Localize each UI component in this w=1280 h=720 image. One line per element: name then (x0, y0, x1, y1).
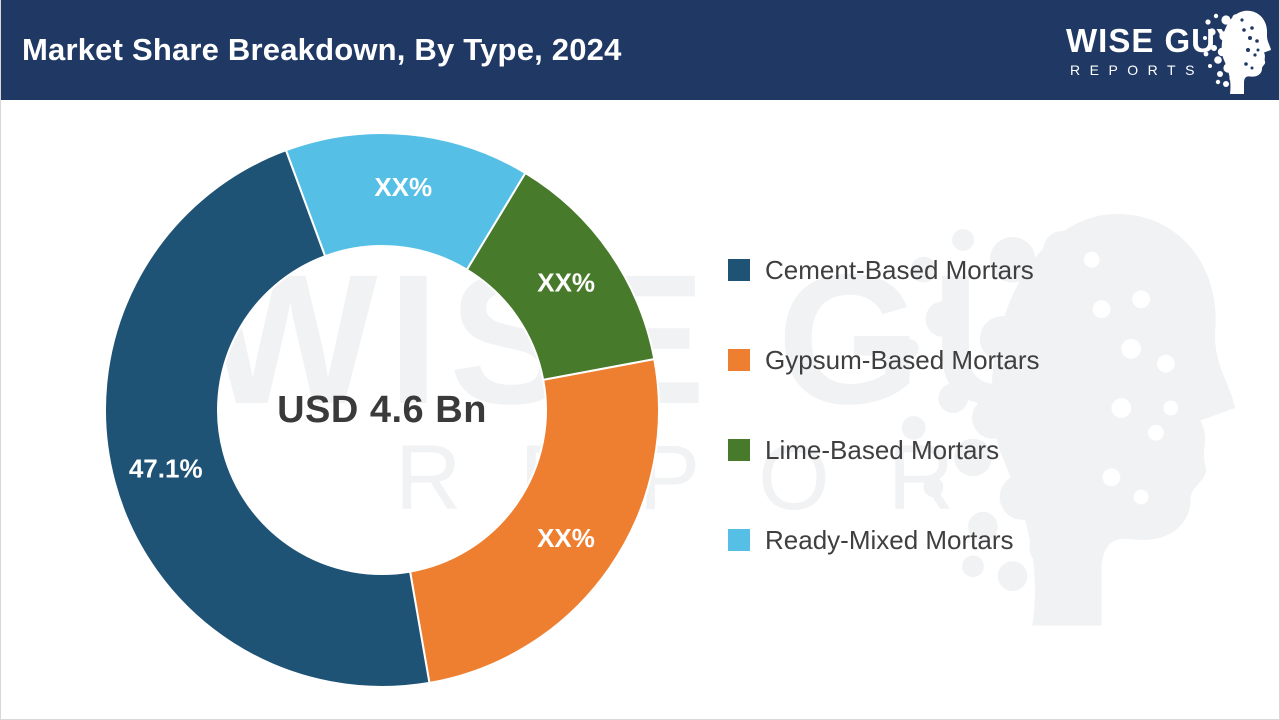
legend-item: Lime-Based Mortars (728, 434, 1040, 465)
chart-center-value: USD 4.6 Bn (277, 389, 487, 431)
logo-face-icon (1203, 10, 1271, 94)
slice-data-label: XX% (537, 267, 595, 297)
logo-wordmark: WISE GUY (1066, 22, 1240, 59)
legend-label: Cement-Based Mortars (765, 254, 1034, 285)
legend-label: Gypsum-Based Mortars (765, 344, 1040, 375)
donut-slice-gypsum-based-mortars (408, 357, 660, 685)
legend-item: Cement-Based Mortars (728, 254, 1040, 285)
wise-guy-reports-logo: WISE GUY REPORTS (1026, 6, 1271, 94)
legend-item: Ready-Mixed Mortars (728, 524, 1040, 555)
chart-legend: Cement-Based Mortars Gypsum-Based Mortars… (728, 254, 1040, 617)
logo-reports-text: REPORTS (1070, 62, 1204, 78)
slice-data-label: XX% (537, 523, 595, 553)
legend-swatch (728, 529, 750, 551)
header-bar: Market Share Breakdown, By Type, 2024 WI… (0, 0, 1280, 100)
slice-data-label: 47.1% (129, 453, 203, 483)
legend-swatch (728, 259, 750, 281)
legend-label: Lime-Based Mortars (765, 434, 1000, 465)
slice-data-label: XX% (374, 172, 432, 202)
donut-slice-cement-based-mortars (104, 148, 431, 688)
legend-swatch (728, 349, 750, 371)
page-title: Market Share Breakdown, By Type, 2024 (22, 32, 622, 67)
legend-label: Ready-Mixed Mortars (765, 524, 1014, 555)
legend-item: Gypsum-Based Mortars (728, 344, 1040, 375)
legend-swatch (728, 439, 750, 461)
